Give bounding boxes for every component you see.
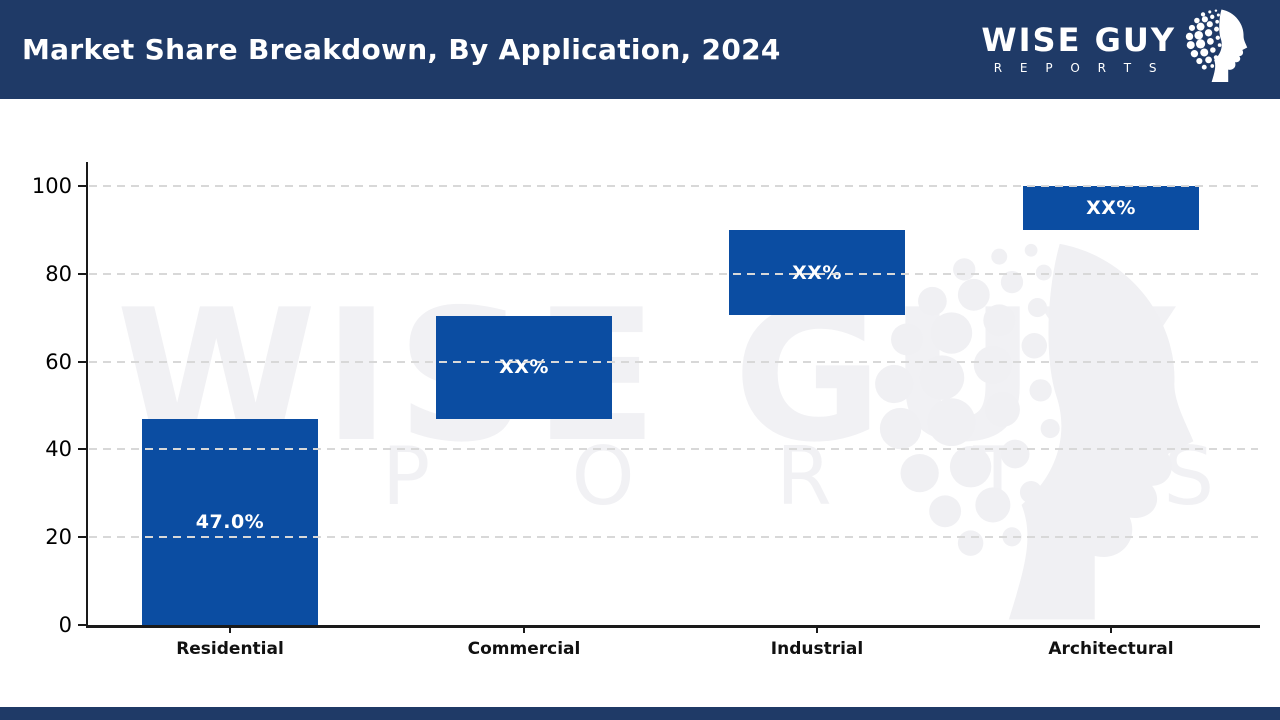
watermark-head-icon (875, 243, 1194, 620)
x-category-label-residential: Residential (176, 639, 284, 659)
logo-subtitle: R E P O R T S (993, 61, 1164, 75)
bar-commercial[interactable]: XX% (436, 315, 612, 419)
head-profile-icon (1185, 8, 1248, 82)
y-tick-80 (78, 272, 87, 275)
y-tick-0 (78, 624, 87, 626)
bar-value-label: 47.0% (195, 510, 265, 533)
y-tick-label-20: 20 (45, 525, 72, 550)
page-title: Market Share Breakdown, By Application, … (22, 33, 781, 66)
x-axis-line (86, 625, 1260, 628)
bar-residential[interactable]: 47.0% (142, 418, 318, 625)
x-tick-architectural (1110, 625, 1112, 633)
y-tick-label-0: 0 (58, 613, 72, 637)
logo-wordmark: WISE GUY (981, 21, 1176, 59)
wise-guy-logo: WISE GUY R E P O R T S (981, 7, 1258, 93)
chart-area: WISE GUY P O R T S 0 20 40 60 80 100 47.0% Resi… (0, 99, 1280, 707)
y-tick-label-100: 100 (31, 174, 72, 198)
x-tick-industrial (816, 625, 818, 633)
logo-text: WISE GUY R E P O R T S (981, 24, 1176, 75)
y-tick-100 (78, 185, 87, 187)
gridline-60 (89, 360, 1258, 363)
gridline-40 (89, 448, 1258, 451)
y-tick-40 (78, 448, 87, 451)
x-category-label-industrial: Industrial (770, 639, 864, 659)
y-axis-line (86, 162, 88, 627)
bar-architectural[interactable]: XX% (1023, 186, 1199, 230)
gridline-80 (89, 272, 1258, 275)
y-tick-label-40: 40 (45, 437, 72, 462)
gridline-20 (89, 536, 1258, 539)
header-bar: Market Share Breakdown, By Application, … (0, 0, 1280, 99)
gridline-100 (89, 185, 1258, 187)
y-tick-20 (78, 536, 87, 539)
x-category-label-architectural: Architectural (1048, 639, 1174, 659)
footer-bar (0, 707, 1280, 720)
x-tick-residential (229, 625, 231, 633)
bar-value-label: XX% (792, 261, 842, 284)
y-tick-label-80: 80 (45, 261, 72, 286)
x-category-label-commercial: Commercial (467, 639, 581, 659)
y-tick-60 (78, 360, 87, 363)
bar-value-label: XX% (1086, 196, 1136, 219)
x-tick-commercial (523, 625, 525, 633)
y-tick-label-60: 60 (45, 349, 72, 374)
bar-value-label: XX% (499, 356, 549, 379)
bar-industrial[interactable]: XX% (729, 229, 905, 316)
